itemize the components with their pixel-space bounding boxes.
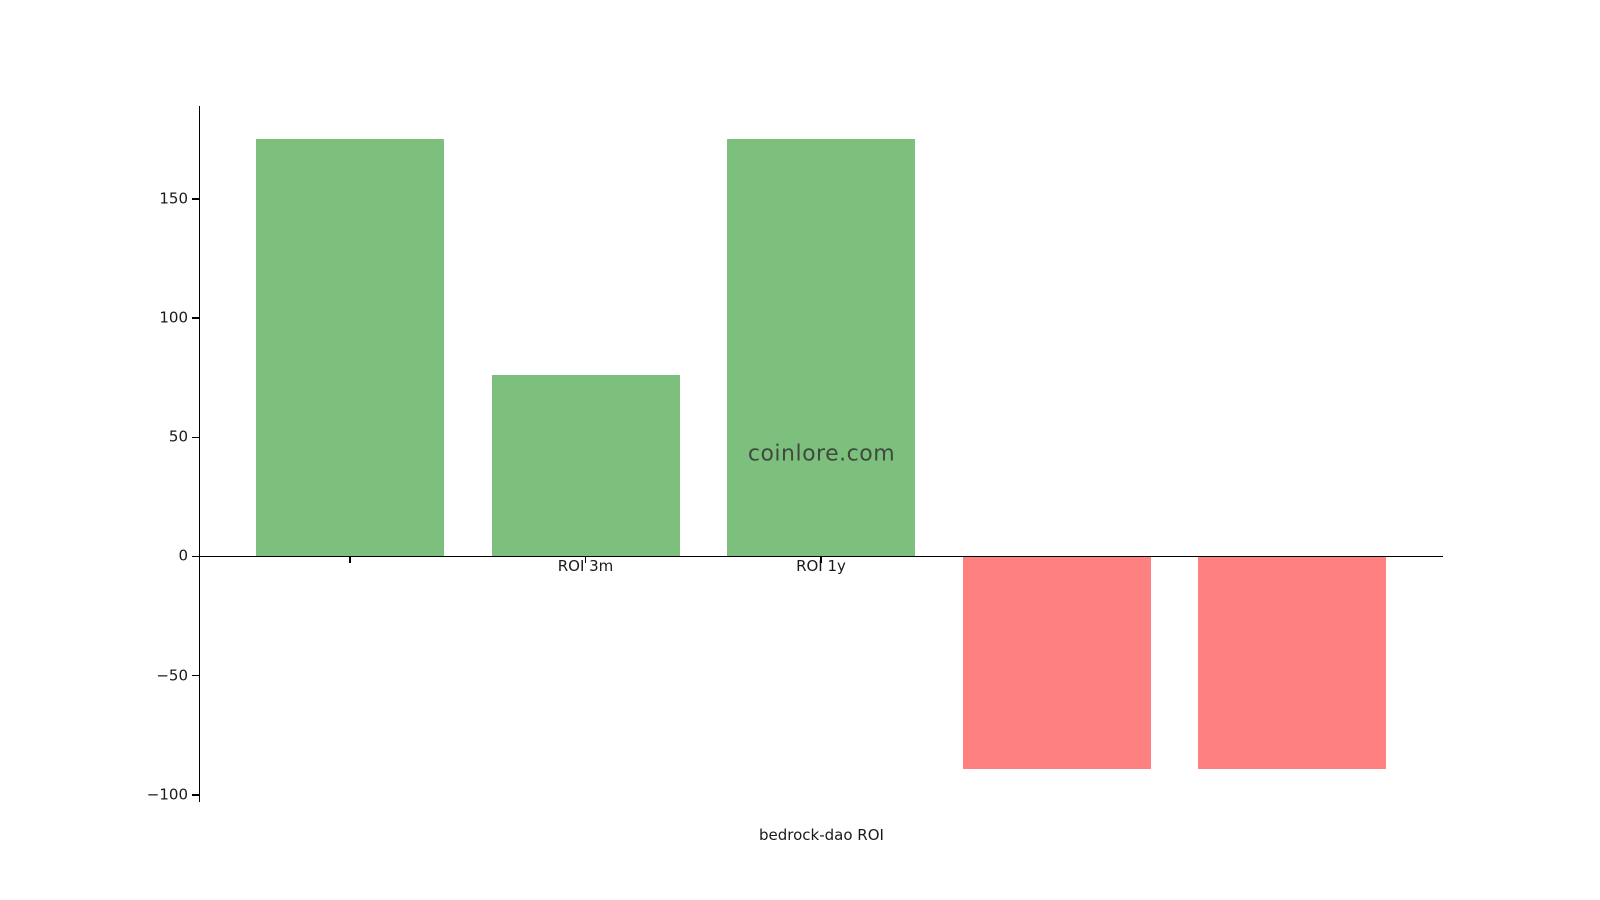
y-tick xyxy=(192,555,200,558)
x-tick xyxy=(820,556,822,564)
bar-4 xyxy=(962,557,1151,770)
y-tick xyxy=(192,794,200,796)
y-tick-label: 150 xyxy=(159,189,188,208)
plot-area: coinlore.com 150 100 50 0 −50 −100 ROI 3m ROI 1… xyxy=(147,106,1443,802)
y-tick xyxy=(192,198,200,200)
y-tick-label: 50 xyxy=(168,427,188,446)
y-tick xyxy=(192,674,200,677)
y-tick-label: 0 xyxy=(178,546,188,565)
bar-1 xyxy=(256,139,444,557)
bar-5 xyxy=(1198,557,1386,770)
bar-2 xyxy=(491,375,680,557)
watermark: coinlore.com xyxy=(747,441,896,467)
bar-3 xyxy=(727,139,915,557)
y-axis-line xyxy=(198,106,200,802)
x-tick-label: ROI 1y xyxy=(796,557,846,576)
y-tick-label: 100 xyxy=(159,308,188,327)
x-tick-label: ROI 3m xyxy=(557,557,614,576)
y-tick xyxy=(192,317,200,319)
x-axis-title: bedrock-dao ROI xyxy=(759,826,884,844)
y-tick-label: −100 xyxy=(146,785,188,804)
x-tick xyxy=(584,556,587,564)
x-tick xyxy=(349,556,351,564)
y-tick xyxy=(192,436,200,439)
y-tick-label: −50 xyxy=(156,666,188,685)
